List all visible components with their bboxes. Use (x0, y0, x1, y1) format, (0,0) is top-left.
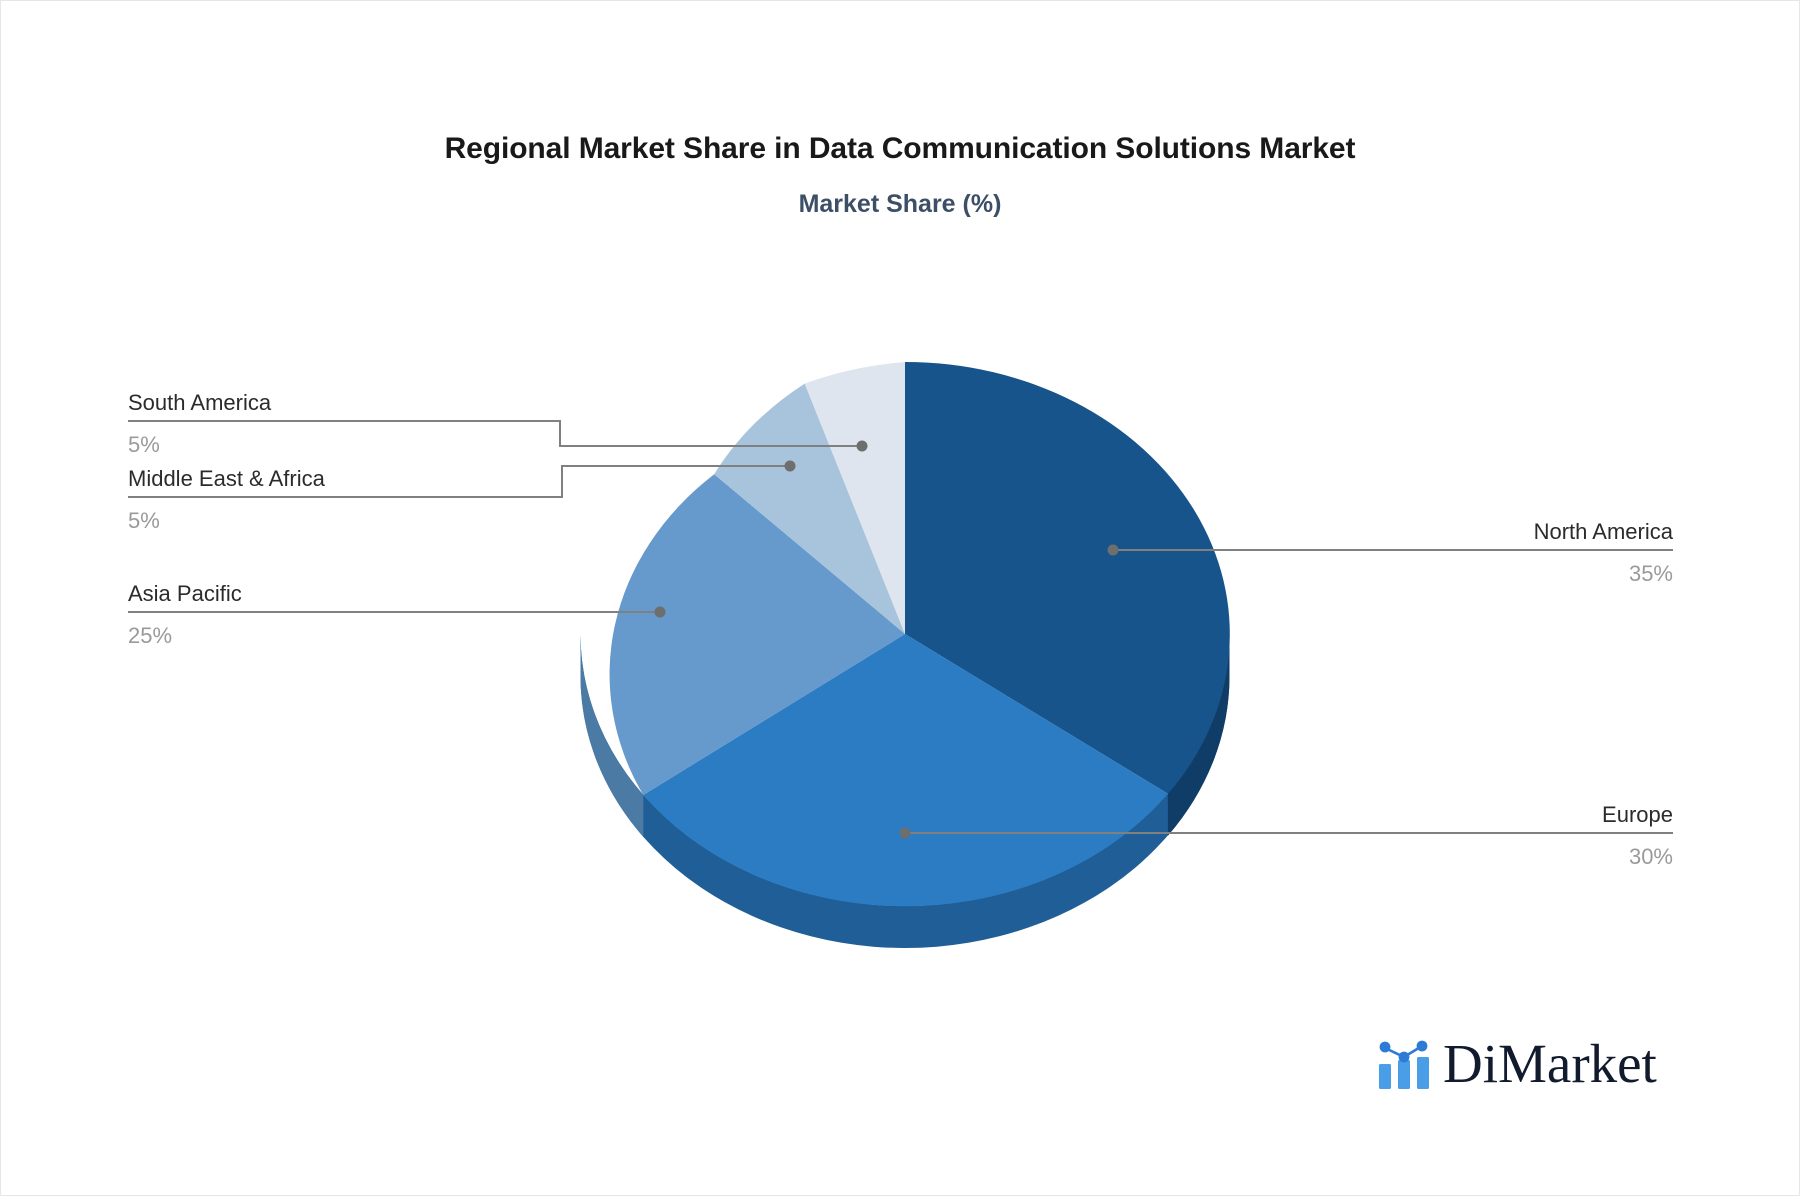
pie-3d-side-walls (580, 634, 1230, 948)
leader-dot-asia-pacific (654, 606, 666, 618)
pie-slice-asia-pacific[interactable] (609, 474, 905, 795)
pie-label-europe-name: Europe (1602, 802, 1673, 827)
pie-label-middle-east-africa[interactable]: Middle East & Africa 5% (128, 464, 325, 536)
chart-subtitle: Market Share (%) (798, 190, 1002, 218)
pie-label-south-america[interactable]: South America 5% (128, 388, 271, 460)
pie-side-asia-pacific (580, 634, 644, 837)
pie-label-asia-pacific-name: Asia Pacific (128, 581, 242, 606)
leader-dot-north-america (1107, 544, 1119, 556)
chart-title: Regional Market Share in Data Communicat… (444, 132, 1356, 165)
pie-side-north-america (1167, 634, 1230, 836)
pie-slice-europe[interactable] (643, 634, 1168, 907)
pie-label-north-america[interactable]: North America 35% (1534, 517, 1673, 589)
pie-slice-north-america[interactable] (905, 361, 1230, 794)
pie-label-asia-pacific[interactable]: Asia Pacific 25% (128, 579, 242, 651)
dimarket-logo[interactable]: DiMarket (1375, 1035, 1657, 1091)
pie-slice-south-america[interactable] (804, 362, 905, 634)
pie-label-north-america-name: North America (1533, 519, 1673, 544)
leader-dot-europe (899, 827, 911, 839)
pie-label-south-america-percent: 5% (128, 432, 160, 457)
leader-dot-south-america (856, 440, 868, 452)
pie-label-south-america-name: South America (128, 390, 272, 415)
leader-line-middle-east-africa (128, 465, 790, 498)
leader-lines (128, 420, 1673, 834)
pie-label-asia-pacific-percent: 25% (128, 623, 173, 648)
pie-label-europe[interactable]: Europe 30% (1602, 800, 1673, 872)
dimarket-wordmark: DiMarket (1443, 1032, 1657, 1094)
pie-top-face (609, 361, 1230, 907)
leader-dot-middle-east-africa (784, 460, 796, 472)
leader-line-south-america (128, 420, 862, 447)
leader-dots (654, 440, 1119, 839)
pie-label-middle-east-africa-percent: 5% (128, 508, 160, 533)
pie-label-north-america-percent: 35% (1628, 561, 1673, 586)
bar-chart-logo-icon (1379, 1040, 1429, 1089)
pie-label-europe-percent: 30% (1628, 844, 1673, 869)
pie-label-middle-east-africa-name: Middle East & Africa (128, 466, 325, 491)
